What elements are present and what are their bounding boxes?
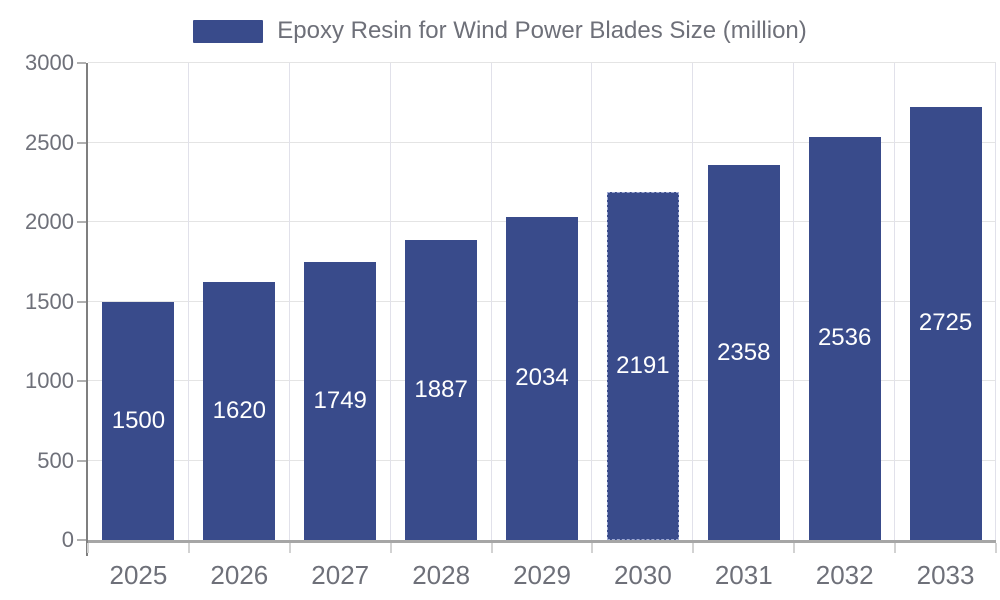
y-axis-label-1500: 1500: [25, 288, 74, 314]
v-gridline: [692, 63, 694, 540]
y-axis-tick: [77, 62, 86, 64]
bar-value-label-2032: 2536: [817, 324, 872, 352]
x-axis-tick: [87, 543, 89, 553]
x-axis-label-2033: 2033: [916, 560, 975, 590]
y-axis-line: [86, 63, 88, 556]
bar-2030[interactable]: 2191: [606, 191, 679, 540]
v-gridline: [288, 63, 290, 540]
x-axis-tick: [793, 543, 796, 553]
plot-area: 1500 1620 1749 1887 2034 2191 2358 2536 2725: [88, 62, 996, 540]
x-axis-label-2025: 2025: [109, 560, 168, 590]
bar-2032[interactable]: 2536: [808, 136, 881, 540]
v-gridline: [389, 63, 391, 540]
x-axis-tick: [288, 543, 291, 553]
y-axis-label-0: 0: [61, 527, 74, 552]
bar-2029[interactable]: 2034: [506, 216, 578, 540]
v-gridline: [490, 63, 492, 540]
x-axis-tick: [995, 543, 997, 553]
bar-value-label-2033: 2725: [918, 309, 973, 337]
bar-2033[interactable]: 2725: [909, 106, 982, 540]
bar-2031[interactable]: 2358: [707, 165, 780, 540]
bar-2028[interactable]: 1887: [405, 239, 478, 540]
x-axis-label-2031: 2031: [714, 560, 773, 590]
bar-2025[interactable]: 1500: [102, 301, 175, 540]
y-axis-tick: [77, 300, 86, 303]
bar-value-label-2031: 2358: [717, 338, 771, 366]
x-axis-label-2026: 2026: [210, 560, 269, 590]
y-axis-tick: [77, 141, 86, 144]
x-axis-label-2032: 2032: [815, 560, 874, 590]
v-gridline: [894, 63, 896, 540]
bar-value-label-2028: 1887: [414, 375, 468, 403]
x-axis-tick: [591, 543, 594, 553]
legend-swatch[interactable]: [193, 19, 264, 43]
y-axis-label-1000: 1000: [25, 368, 74, 393]
y-axis-tick: [77, 539, 86, 541]
y-axis-tick: [77, 380, 86, 382]
v-gridline: [591, 63, 593, 540]
bar-value-label-2030: 2191: [616, 351, 670, 379]
x-axis-tick: [490, 543, 493, 553]
v-gridline: [793, 63, 795, 540]
y-axis-label-2500: 2500: [25, 129, 74, 155]
legend[interactable]: Epoxy Resin for Wind Power Blades Size (…: [0, 17, 1000, 45]
y-axis-label-2000: 2000: [25, 209, 74, 234]
bar-2026[interactable]: 1620: [203, 282, 276, 540]
bar-2027[interactable]: 1749: [304, 261, 377, 540]
bar-value-label-2029: 2034: [515, 364, 569, 392]
x-axis-line: [88, 540, 996, 543]
v-gridline: [187, 63, 189, 540]
y-axis-tick: [77, 221, 86, 223]
x-axis-label-2030: 2030: [613, 560, 672, 590]
x-axis-tick: [692, 543, 695, 553]
bar-value-label-2025: 1500: [111, 406, 166, 434]
v-gridline: [995, 63, 996, 540]
x-axis-label-2028: 2028: [412, 560, 471, 590]
x-axis-tick: [389, 543, 392, 553]
y-axis-label-500: 500: [37, 447, 74, 473]
y-axis-tick: [77, 459, 86, 462]
bar-value-label-2026: 1620: [212, 397, 267, 425]
bar-value-label-2027: 1749: [313, 386, 367, 414]
x-axis-label-2029: 2029: [513, 560, 571, 590]
legend-label[interactable]: Epoxy Resin for Wind Power Blades Size (…: [277, 17, 807, 44]
h-gridline-3000: [88, 62, 996, 63]
x-axis-tick: [187, 543, 190, 553]
y-axis-label-3000: 3000: [25, 50, 74, 75]
x-axis-tick: [894, 543, 897, 553]
x-axis-label-2027: 2027: [311, 560, 370, 590]
